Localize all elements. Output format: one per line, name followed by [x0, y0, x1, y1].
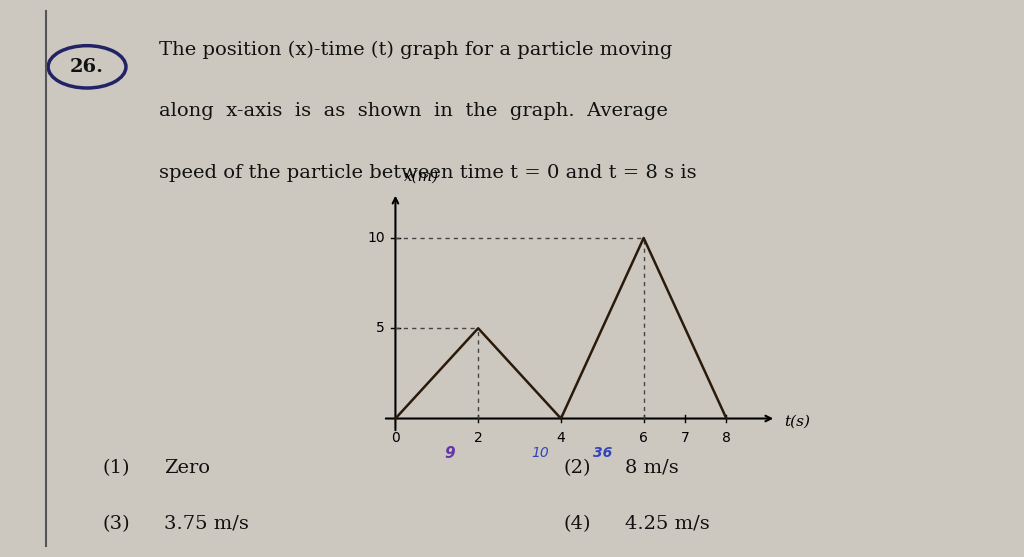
Text: (3): (3) [102, 515, 130, 532]
Text: 4: 4 [557, 431, 565, 445]
Text: speed of the particle between time t = 0 and t = 8 s is: speed of the particle between time t = 0… [159, 164, 696, 182]
Text: 2: 2 [474, 431, 482, 445]
Text: Zero: Zero [164, 459, 210, 477]
Text: 0: 0 [391, 431, 399, 445]
Text: 4.25 m/s: 4.25 m/s [625, 515, 710, 532]
Text: 5: 5 [377, 321, 385, 335]
Text: 10: 10 [531, 446, 549, 460]
Text: 8 m/s: 8 m/s [625, 459, 678, 477]
Text: (2): (2) [563, 459, 591, 477]
Text: 6: 6 [639, 431, 648, 445]
Text: 36: 36 [593, 446, 612, 460]
Text: 26.: 26. [70, 58, 104, 76]
Text: 8: 8 [722, 431, 731, 445]
Text: (1): (1) [102, 459, 130, 477]
Text: 7: 7 [681, 431, 689, 445]
Text: along  x-axis  is  as  shown  in  the  graph.  Average: along x-axis is as shown in the graph. A… [159, 102, 668, 120]
Text: x(m): x(m) [403, 170, 439, 184]
Text: 9: 9 [443, 446, 455, 461]
Text: t(s): t(s) [784, 415, 810, 429]
Text: (4): (4) [563, 515, 591, 532]
Text: The position (x)-time (t) graph for a particle moving: The position (x)-time (t) graph for a pa… [159, 41, 672, 59]
Text: 10: 10 [368, 231, 385, 245]
Text: 3.75 m/s: 3.75 m/s [164, 515, 249, 532]
